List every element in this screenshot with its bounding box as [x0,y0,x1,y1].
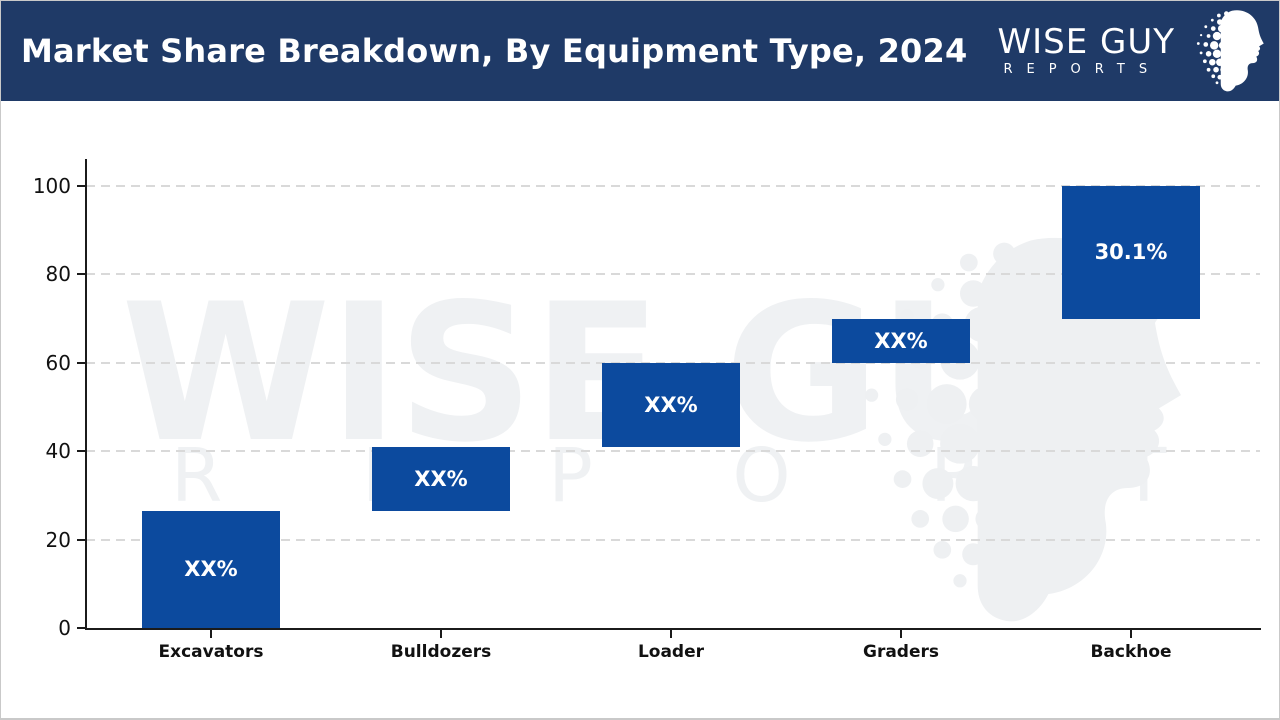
x-tick-label: Bulldozers [390,642,492,662]
logo-wordmark: WISE GUY [997,21,1175,62]
gridline [86,538,1260,541]
gridline [86,185,1260,187]
bar-label: XX% [184,557,238,582]
x-tick-label: Loader [637,642,705,662]
logo: WISE GUY REPORTS [997,8,1265,94]
bar [142,510,280,628]
bar-label: XX% [414,466,468,491]
x-tick-label: Excavators [158,642,264,662]
bar [1062,186,1200,319]
bar [372,446,510,511]
logo-reports-label: REPORTS [1003,62,1162,78]
x-tick-mark [900,630,902,638]
logo-text: WISE GUY REPORTS [997,21,1175,78]
bar [832,318,970,363]
bar-label: 30.1% [1094,240,1168,265]
y-tick-mark [77,185,86,187]
bar [602,362,740,447]
header: Market Share Breakdown, By Equipment Typ… [1,1,1279,101]
y-tick-mark [77,627,86,629]
x-tick-mark [440,630,442,638]
y-tick-label: 60 [45,350,71,375]
y-axis-spine [85,159,87,630]
x-tick-mark [210,630,212,638]
y-tick-mark [77,273,86,276]
y-tick-label: 0 [58,616,71,640]
y-tick-mark [77,361,86,364]
x-tick-mark [1130,630,1132,638]
y-tick-label: 20 [45,527,71,552]
y-tick-mark [77,538,86,541]
logo-face-icon [1196,10,1264,92]
x-tick-label: Backhoe [1090,642,1172,662]
x-tick-label: Graders [862,642,939,662]
gridline [86,450,1260,453]
page-title: Market Share Breakdown, By Equipment Typ… [21,32,968,70]
y-tick-label: 80 [45,262,71,287]
bar-label: XX% [874,328,928,353]
y-tick-label: 100 [32,174,71,198]
x-axis-spine [85,628,1261,630]
bar-label: XX% [644,392,698,417]
y-tick-label: 40 [45,439,71,464]
gridline [86,273,1260,276]
y-tick-mark [77,450,86,453]
x-tick-mark [670,630,672,638]
